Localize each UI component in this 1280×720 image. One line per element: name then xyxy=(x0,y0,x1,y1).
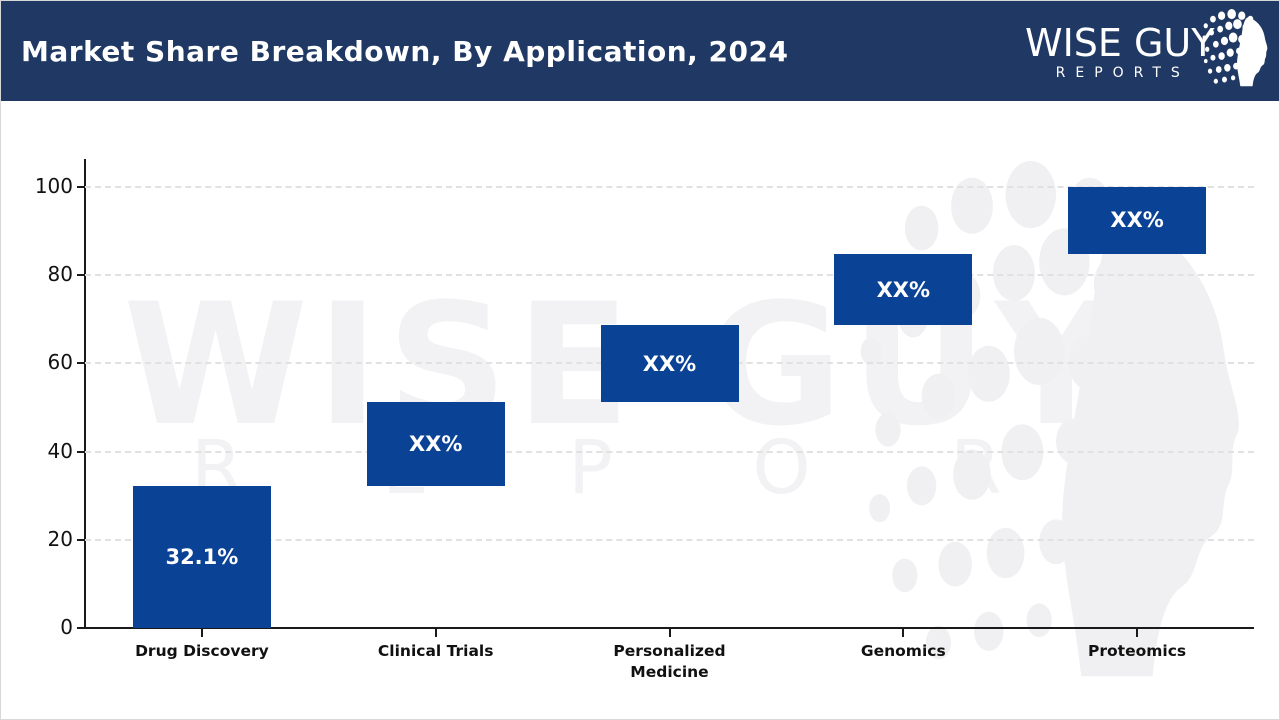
x-category-label: Personalized Medicine xyxy=(613,642,726,681)
header-bar: Market Share Breakdown, By Application, … xyxy=(1,1,1279,101)
bar-segment: XX% xyxy=(1068,187,1207,254)
x-category-label: Proteomics xyxy=(1088,642,1187,660)
bar-value-label: XX% xyxy=(408,432,463,457)
y-tick-label: 40 xyxy=(47,438,73,463)
wiseguy-logo-name: WISE GUY xyxy=(1025,21,1215,65)
gridline xyxy=(85,274,1254,277)
x-tick-mark xyxy=(1136,629,1139,637)
wiseguy-logo: WISE GUY REPORTS xyxy=(1025,7,1275,95)
x-tick-mark xyxy=(200,629,203,637)
x-tick-mark xyxy=(434,629,437,637)
y-tick-label: 80 xyxy=(47,262,73,287)
bar-segment: 32.1% xyxy=(132,486,271,628)
y-tick-mark xyxy=(77,450,85,453)
chart-title: Market Share Breakdown, By Application, … xyxy=(21,34,789,68)
y-tick-mark xyxy=(77,538,85,541)
x-tick-mark xyxy=(668,629,671,637)
y-tick-mark xyxy=(77,362,85,365)
gridline xyxy=(85,186,1254,188)
y-tick-label: 20 xyxy=(47,526,73,551)
y-axis-line xyxy=(84,159,86,629)
gridline xyxy=(85,538,1254,541)
y-tick-mark xyxy=(77,627,85,629)
bar-segment: XX% xyxy=(834,253,973,326)
x-category-label: Genomics xyxy=(860,642,946,660)
bar-value-label: XX% xyxy=(642,351,697,376)
y-tick-label: 0 xyxy=(60,615,73,639)
x-axis-line xyxy=(84,627,1254,629)
wiseguy-logo-subtitle: REPORTS xyxy=(1055,65,1190,81)
x-category-label: Drug Discovery xyxy=(135,642,269,660)
x-category-label: Clinical Trials xyxy=(377,642,494,660)
y-tick-label: 60 xyxy=(47,350,73,375)
y-tick-label: 100 xyxy=(34,174,73,198)
y-tick-mark xyxy=(77,186,85,188)
bar-segment: XX% xyxy=(600,325,739,402)
wiseguy-logo-text: WISE GUY REPORTS xyxy=(1025,24,1214,80)
bar-value-label: XX% xyxy=(1110,208,1164,233)
x-tick-mark xyxy=(902,629,905,637)
bar-value-label: 32.1% xyxy=(165,545,239,570)
bar-segment: XX% xyxy=(366,401,505,487)
gridline xyxy=(85,450,1254,453)
y-tick-mark xyxy=(77,274,85,277)
bar-value-label: XX% xyxy=(876,277,931,302)
